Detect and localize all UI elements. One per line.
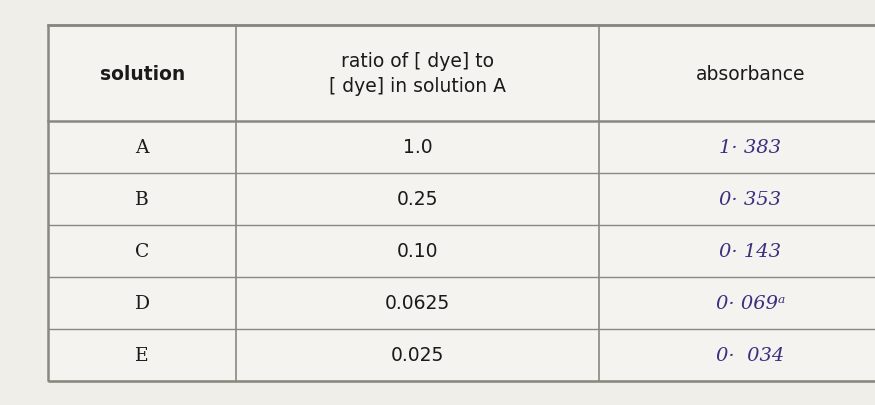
Text: 0· 069ᵃ: 0· 069ᵃ <box>716 294 785 312</box>
Text: ratio of [ dye] to
[ dye] in solution A: ratio of [ dye] to [ dye] in solution A <box>329 52 507 96</box>
Bar <box>48 26 875 381</box>
Text: A: A <box>136 139 149 156</box>
Text: 0· 353: 0· 353 <box>719 190 781 208</box>
Text: C: C <box>135 242 150 260</box>
Text: 1· 383: 1· 383 <box>719 139 781 156</box>
Text: 0.0625: 0.0625 <box>385 294 451 312</box>
Text: solution: solution <box>100 64 185 83</box>
Text: 0·  034: 0· 034 <box>717 346 785 364</box>
Text: 0.025: 0.025 <box>391 345 444 364</box>
Text: 0· 143: 0· 143 <box>719 242 781 260</box>
Bar <box>48 26 875 381</box>
Text: 1.0: 1.0 <box>403 138 432 157</box>
Text: 0.10: 0.10 <box>397 242 438 260</box>
Text: B: B <box>136 190 149 208</box>
Text: absorbance: absorbance <box>696 64 805 83</box>
Text: 0.25: 0.25 <box>397 190 438 209</box>
Text: D: D <box>135 294 150 312</box>
Text: E: E <box>136 346 149 364</box>
